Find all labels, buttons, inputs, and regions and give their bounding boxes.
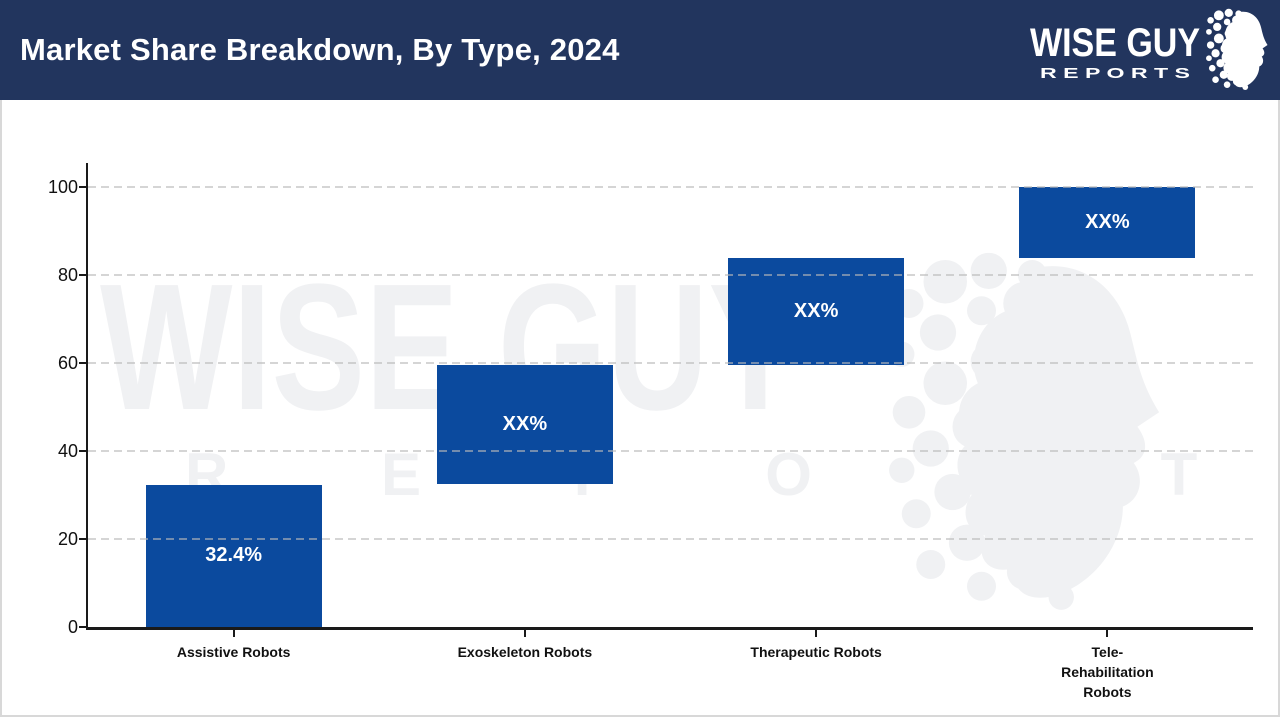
x-category-label-assistive-robots: Assistive Robots <box>176 644 291 660</box>
bar-value-label: XX% <box>1085 211 1130 234</box>
x-axis-line <box>86 627 1253 630</box>
x-tick-mark <box>523 630 526 637</box>
bar-value-label: XX% <box>793 299 839 322</box>
y-tick-mark <box>79 450 86 453</box>
logo-subtitle: R E P O R T S <box>1040 65 1190 82</box>
y-tick-label-0: 0 <box>67 617 78 637</box>
wise-guy-reports-logo: WISE GUY R E P O R T S <box>1022 4 1272 96</box>
logo-graphic: WISE GUY R E P O R T S <box>1030 8 1268 91</box>
x-tick-mark <box>815 630 818 637</box>
plot-area: 32.4% XX% XX% XX% <box>88 163 1253 627</box>
y-tick-mark <box>79 274 86 277</box>
gridline-60 <box>88 362 1253 365</box>
gridline-80 <box>88 274 1253 277</box>
y-tick-label-80: 80 <box>57 265 78 286</box>
y-tick-mark <box>79 362 86 365</box>
y-tick-mark <box>79 186 86 189</box>
y-tick-label-40: 40 <box>57 441 78 462</box>
page-title: Market Share Breakdown, By Type, 2024 <box>20 32 620 67</box>
y-tick-label-100: 100 <box>47 177 78 198</box>
x-category-label-exoskeleton-robots: Exoskeleton Robots <box>457 644 593 660</box>
bar-value-label: XX% <box>502 413 548 436</box>
y-tick-mark <box>79 538 86 541</box>
gridline-100 <box>88 186 1253 189</box>
bar-exoskeleton-robots: XX% <box>436 364 613 485</box>
header-bar: Market Share Breakdown, By Type, 2024 WI… <box>0 0 1280 100</box>
logo-wordmark: WISE GUY <box>1030 21 1200 65</box>
gridline-20 <box>88 538 1253 541</box>
bar-value-label: 32.4% <box>205 544 262 567</box>
x-category-label-tele-rehabilitation-robots: Tele- Rehabilitation Robots <box>1061 644 1154 700</box>
y-axis-line <box>86 163 88 630</box>
x-category-label-therapeutic-robots: Therapeutic Robots <box>750 644 882 660</box>
watermark-face-icon <box>889 252 1160 610</box>
gridline-40 <box>88 450 1253 453</box>
bar-tele-rehabilitation-robots: XX% <box>1019 187 1196 258</box>
x-tick-mark <box>232 630 235 637</box>
y-tick-mark <box>79 626 86 628</box>
y-tick-label-20: 20 <box>57 529 78 550</box>
logo-face-icon <box>1206 8 1268 91</box>
y-tick-label-60: 60 <box>57 353 78 374</box>
bar-assistive-robots: 32.4% <box>145 484 322 627</box>
x-tick-mark <box>1106 630 1109 637</box>
